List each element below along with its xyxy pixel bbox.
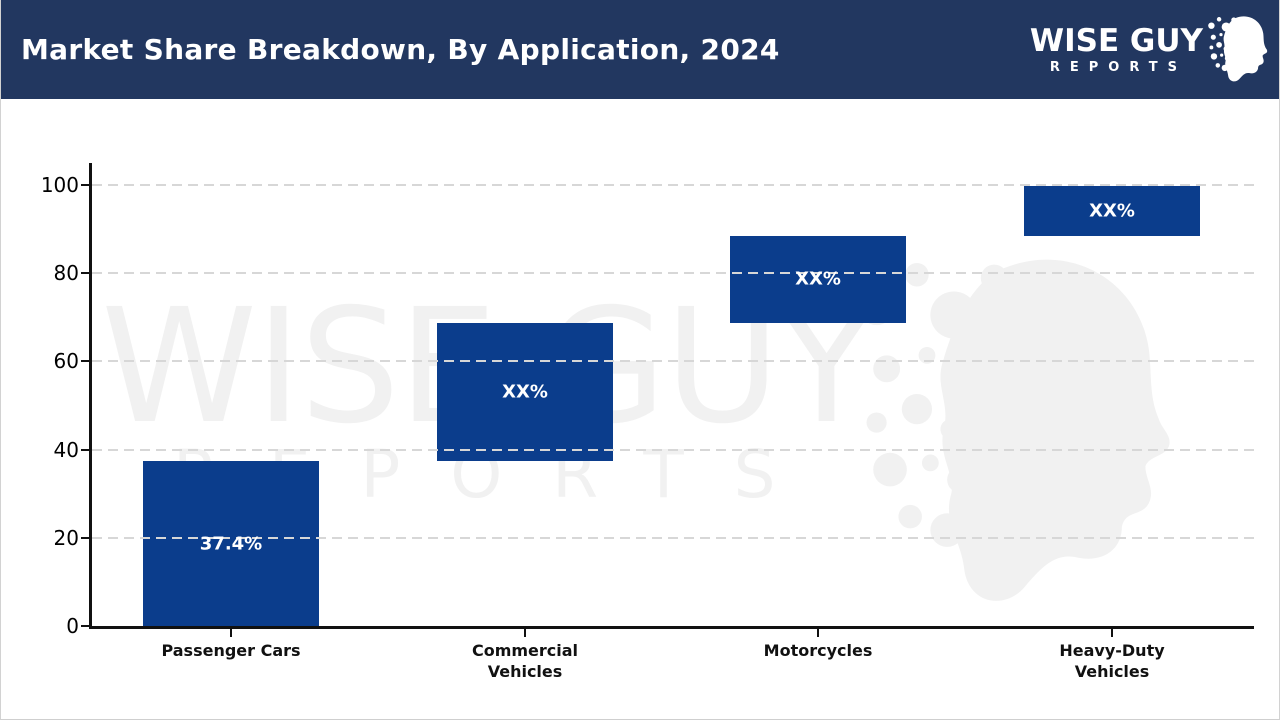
bar-value-label: XX% xyxy=(1089,200,1135,222)
x-category-label-line: Passenger Cars xyxy=(161,641,301,660)
logo: WISE GUY REPORTS xyxy=(1030,6,1269,94)
x-category-label-line: Vehicles xyxy=(1074,662,1150,681)
y-tick-mark xyxy=(81,184,89,186)
bar xyxy=(143,461,319,626)
x-axis-line xyxy=(89,626,1254,629)
x-category-label: Commercial Vehicles xyxy=(472,640,578,682)
x-tick-mark xyxy=(230,629,232,637)
x-tick-mark xyxy=(817,629,819,637)
gridline xyxy=(92,448,1254,451)
y-axis-spine xyxy=(89,163,92,629)
x-category-label: Heavy-Duty Vehicles xyxy=(1059,640,1164,682)
page-title: Market Share Breakdown, By Application, … xyxy=(21,33,780,66)
bar-value-label: 37.4% xyxy=(199,533,263,555)
gridline xyxy=(92,536,1254,539)
y-tick-label: 40 xyxy=(53,437,79,462)
x-category-label: Motorcycles xyxy=(764,640,873,661)
y-tick-label: 60 xyxy=(53,349,79,374)
bar-value-label: XX% xyxy=(795,268,841,290)
y-tick-label: 0 xyxy=(66,614,79,638)
y-tick-mark xyxy=(81,360,89,363)
bar xyxy=(1024,185,1200,237)
gridline xyxy=(92,272,1254,275)
x-tick-mark xyxy=(524,629,526,637)
y-tick-mark xyxy=(81,625,89,627)
logo-text: WISE GUY REPORTS xyxy=(1030,25,1203,75)
logo-subtext: REPORTS xyxy=(1049,59,1188,75)
bar xyxy=(730,236,906,323)
bar-value-label: XX% xyxy=(502,381,548,403)
x-category-label-line: Motorcycles xyxy=(763,641,873,660)
y-tick-label: 20 xyxy=(53,525,79,550)
x-category-label-line: Heavy-Duty xyxy=(1059,641,1165,660)
header-bar: Market Share Breakdown, By Application, … xyxy=(1,0,1279,99)
y-tick-mark xyxy=(81,536,89,539)
x-tick-mark xyxy=(1111,629,1113,637)
x-category-label: Passenger Cars xyxy=(161,640,300,661)
gridline xyxy=(92,360,1254,363)
x-category-label-line: Commercial xyxy=(471,641,579,660)
y-tick-mark xyxy=(81,448,89,451)
gridline xyxy=(92,184,1254,186)
logo-head-icon xyxy=(1205,10,1269,90)
logo-wordmark: WISE GUY xyxy=(1029,23,1203,60)
y-tick-label: 100 xyxy=(40,173,79,197)
y-tick-mark xyxy=(81,272,89,275)
y-tick-label: 80 xyxy=(53,261,79,286)
bar xyxy=(437,322,613,462)
x-category-label-line: Vehicles xyxy=(487,662,563,681)
